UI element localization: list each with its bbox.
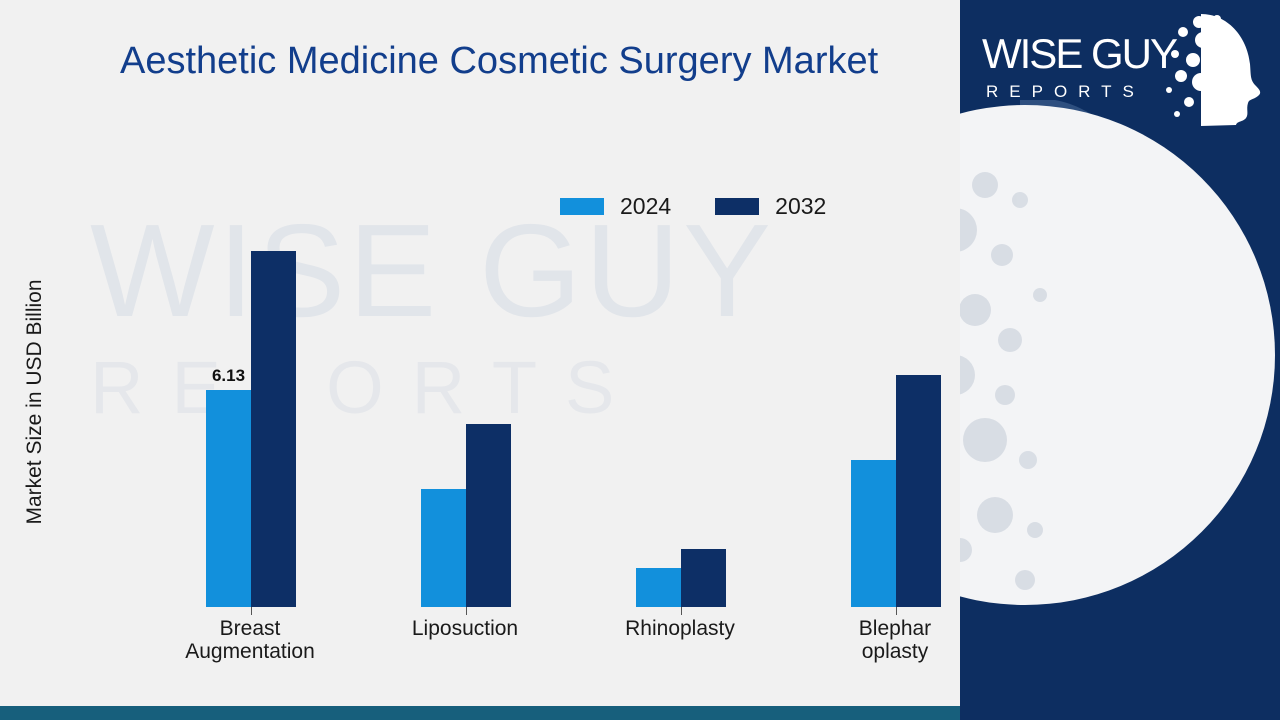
legend-swatch-2024: [560, 198, 604, 215]
x-axis-category-label: Breast Augmentation: [160, 617, 340, 663]
bar-2024[interactable]: [851, 459, 896, 607]
x-axis-tick: [251, 607, 252, 615]
bar-group: 6.13 Breast Augmentation: [170, 160, 330, 663]
bar-group: Rhinoplasty: [600, 160, 760, 640]
chart-legend: 2024 2032: [560, 193, 826, 220]
category-label-line: Blephar: [858, 617, 932, 640]
logo-subtitle: REPORTS: [986, 82, 1145, 101]
x-axis-category-label: Liposuction: [375, 617, 555, 640]
bar-group: Liposuction: [385, 160, 545, 640]
x-axis-tick: [681, 607, 682, 615]
legend-label-2024: 2024: [620, 193, 672, 219]
x-axis-category-label: Rhinoplasty: [590, 617, 770, 640]
head-profile-icon: [1155, 10, 1275, 130]
x-axis-category-label: Blephar oplasty: [805, 617, 985, 663]
legend-label-2032: 2032: [775, 193, 827, 219]
bar-2032[interactable]: [896, 374, 941, 607]
brand-panel: WISE GUY REPORTS: [960, 0, 1280, 720]
category-label-line: Rhinoplasty: [625, 617, 735, 640]
bar-group: Blephar oplasty: [815, 160, 975, 663]
bar-2024[interactable]: 6.13: [206, 366, 251, 607]
bar-value-label: 6.13: [211, 365, 246, 385]
bar-chart: Market Size in USD Billion 2024 2032 6.1…: [23, 160, 941, 663]
x-axis-tick: [466, 607, 467, 615]
legend-item-2024[interactable]: 2024: [560, 193, 671, 220]
legend-item-2032[interactable]: 2032: [715, 193, 826, 220]
category-label-line: Augmentation: [185, 640, 315, 664]
x-axis-tick: [896, 607, 897, 615]
bottom-accent-strip: [0, 706, 960, 720]
bar-2032[interactable]: [466, 423, 511, 607]
legend-swatch-2032: [715, 198, 760, 215]
molecule-dots-graphic: [960, 110, 1270, 610]
bar-2032[interactable]: [681, 548, 726, 607]
bar-2032[interactable]: [251, 251, 296, 607]
y-axis-label: Market Size in USD Billion: [23, 279, 46, 525]
category-label-line: Liposuction: [411, 617, 519, 640]
bar-2024[interactable]: [636, 567, 681, 607]
logo-wordmark: WISE GUY: [982, 30, 1178, 77]
category-label-line: oplasty: [861, 640, 929, 664]
plot-area: 6.13 Breast Augmentation Liposuction Rhinopl…: [95, 160, 941, 663]
bar-2024[interactable]: [421, 488, 466, 607]
brand-logo[interactable]: WISE GUY REPORTS: [960, 0, 1280, 140]
page-title: Aesthetic Medicine Cosmetic Surgery Mark…: [120, 40, 879, 82]
category-label-line: Breast: [219, 617, 281, 640]
